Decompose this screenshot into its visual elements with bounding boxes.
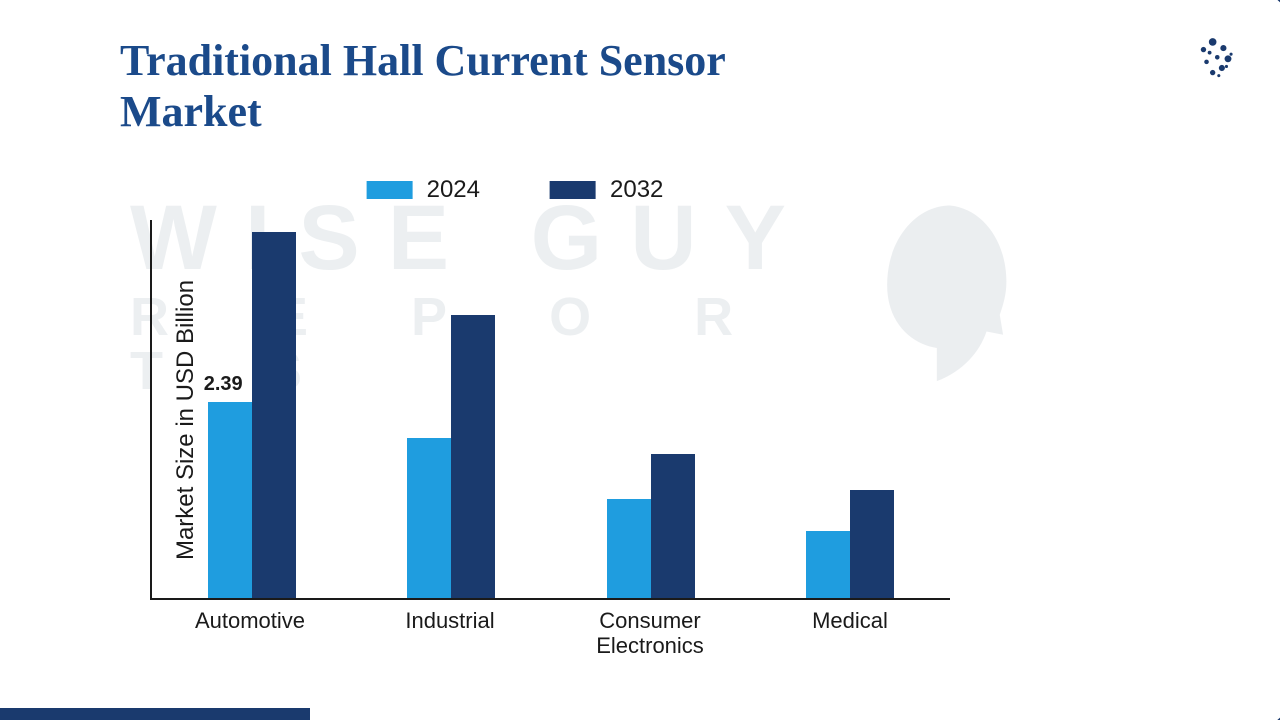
page-root: WISE GUY R E P O R T S Traditional Hall … — [0, 0, 1280, 720]
plot-area: 2.39 — [150, 220, 950, 600]
bar-group: 2.39 — [192, 232, 312, 598]
bar-2032 — [252, 232, 296, 598]
chart-title: Traditional Hall Current Sensor Market — [120, 36, 840, 137]
bar-2024 — [607, 499, 651, 598]
brand-head-icon — [1164, 22, 1246, 114]
chart-legend: 2024 2032 — [367, 176, 664, 204]
bar-2032 — [850, 490, 894, 598]
x-axis-label: Automotive — [170, 604, 330, 660]
bar-2032 — [651, 454, 695, 598]
bar-2024 — [208, 402, 252, 598]
legend-label-2024: 2024 — [427, 176, 480, 204]
brand-logo: WISE GUY R E P O R T S — [895, 22, 1246, 114]
x-axis-labels: Automotive Industrial Consumer Electronics… — [150, 604, 950, 660]
bar-group — [790, 490, 910, 598]
legend-item-2032: 2032 — [550, 176, 663, 204]
legend-item-2024: 2024 — [367, 176, 480, 204]
x-axis-label: Medical — [770, 604, 930, 660]
bar-2024 — [806, 531, 850, 598]
legend-swatch-2024 — [367, 181, 413, 199]
bar-group — [391, 315, 511, 599]
x-axis-label: Consumer Electronics — [570, 604, 730, 660]
bar-2032 — [451, 315, 495, 599]
brand-line2: R E P O R T S — [895, 79, 1148, 94]
legend-swatch-2032 — [550, 181, 596, 199]
bar-groups: 2.39 — [152, 220, 950, 598]
chart-container: Market Size in USD Billion 2024 2032 2.3… — [80, 180, 950, 660]
x-axis-label: Industrial — [370, 604, 530, 660]
brand-line1: WISE GUY — [964, 43, 1150, 77]
legend-label-2032: 2032 — [610, 176, 663, 204]
bar-group — [591, 454, 711, 598]
bar-2024 — [407, 438, 451, 598]
bar-value-label: 2.39 — [204, 373, 243, 396]
bottom-accent-bar — [0, 708, 310, 720]
